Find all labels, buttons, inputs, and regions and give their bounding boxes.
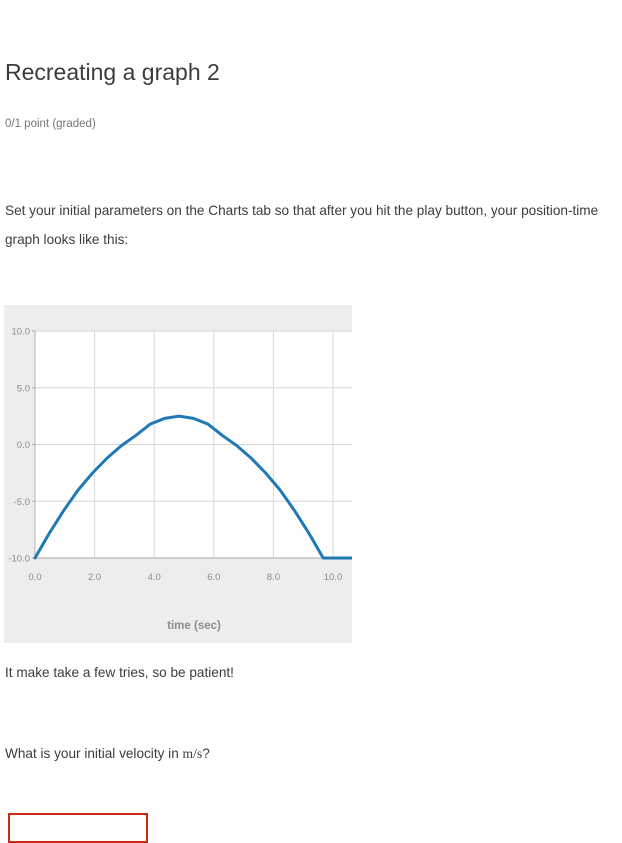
question-text-end: ? <box>202 746 210 761</box>
x-tick-label: 4.0 <box>148 572 161 583</box>
problem-prompt: Set your initial parameters on the Chart… <box>5 203 599 247</box>
y-tick-label: 10.0 <box>12 327 31 338</box>
y-gridlines <box>35 330 352 559</box>
patience-note: It make take a few tries, so be patient! <box>5 665 234 680</box>
x-tick-label: 8.0 <box>267 572 280 583</box>
y-tick-labels: 10.0 5.0 0.0 -5.0 -10.0 <box>8 327 30 565</box>
question-text-part: What is your initial velocity in <box>5 746 183 761</box>
x-tick-labels: 0.0 2.0 4.0 6.0 8.0 10.0 <box>28 572 342 583</box>
points-badge: 0/1 point (graded) <box>5 118 96 130</box>
position-time-curve <box>33 414 352 560</box>
question-unit: m/s <box>182 746 203 761</box>
page-title: Recreating a graph 2 <box>5 59 220 86</box>
x-tick-label: 2.0 <box>88 572 101 583</box>
x-tick-label: 6.0 <box>207 572 220 583</box>
y-tick-label: -5.0 <box>14 497 30 508</box>
position-time-chart: 10.0 5.0 0.0 -5.0 -10.0 0.0 2.0 4.0 6.0 … <box>4 305 352 643</box>
x-axis-label: time (sec) <box>167 620 221 632</box>
answer-input[interactable] <box>8 813 148 843</box>
y-tick-label: -10.0 <box>8 554 30 565</box>
chart-svg: 10.0 5.0 0.0 -5.0 -10.0 0.0 2.0 4.0 6.0 … <box>4 305 352 643</box>
y-tick-label: 0.0 <box>17 440 30 451</box>
question-label: What is your initial velocity in m/s? <box>5 744 210 764</box>
y-tick-label: 5.0 <box>17 383 30 394</box>
x-tick-label: 10.0 <box>324 572 343 583</box>
x-tick-label: 0.0 <box>28 572 41 583</box>
